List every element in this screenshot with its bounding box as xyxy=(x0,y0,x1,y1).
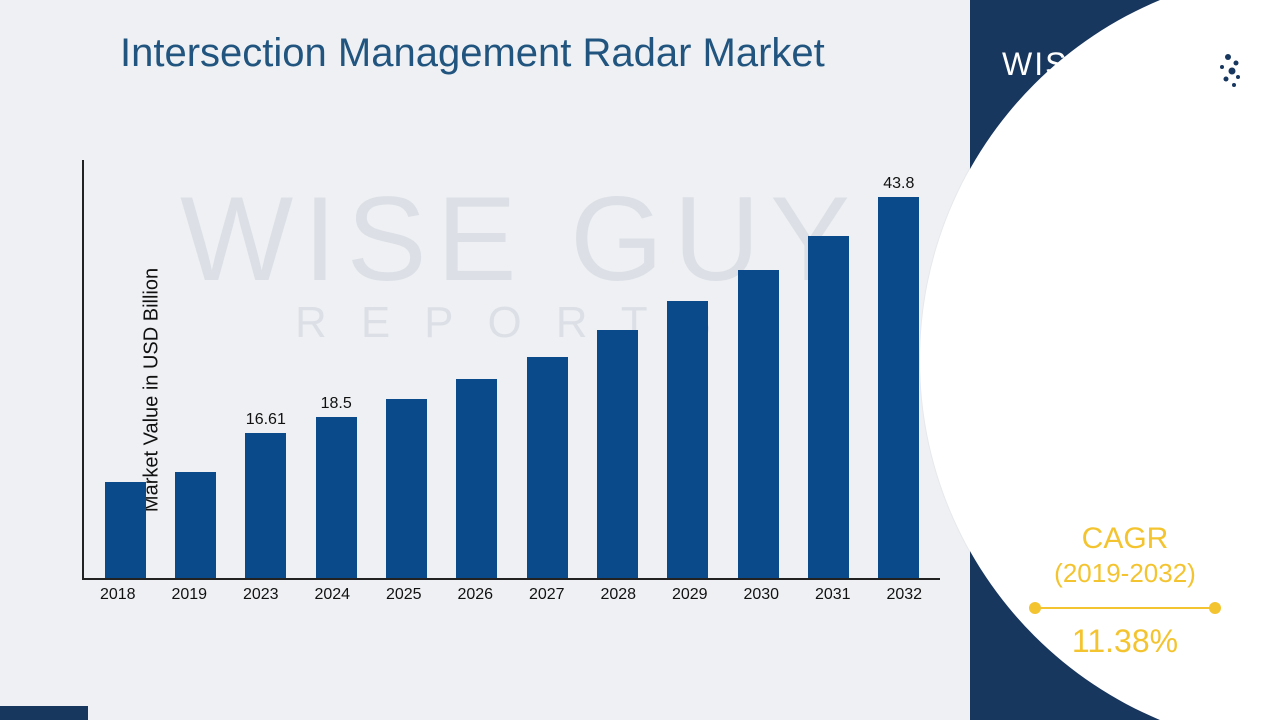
bar-slot: 43.8 xyxy=(864,160,934,578)
bar-chart: Market Value in USD Billion 16.6118.543.… xyxy=(40,160,940,620)
bar xyxy=(738,270,779,578)
cagr-value: 11.38% xyxy=(1000,623,1250,660)
bar-slot xyxy=(653,160,723,578)
head-icon xyxy=(1188,37,1250,109)
x-tick-label: 2025 xyxy=(368,586,440,614)
bar-slot: 16.61 xyxy=(231,160,301,578)
bar-slot xyxy=(90,160,160,578)
cagr-divider xyxy=(1035,607,1215,609)
bar-slot xyxy=(160,160,230,578)
bottom-accent-bar xyxy=(0,706,88,720)
x-tick-label: 2023 xyxy=(225,586,297,614)
bar-slot xyxy=(793,160,863,578)
brand-logo-sub: REPORTS xyxy=(1002,85,1178,101)
bar-slot xyxy=(371,160,441,578)
bar-value-label: 43.8 xyxy=(864,175,934,193)
x-tick-label: 2018 xyxy=(82,586,154,614)
bar xyxy=(878,197,919,578)
x-tick-label: 2029 xyxy=(654,586,726,614)
bar-slot xyxy=(723,160,793,578)
bar xyxy=(105,482,146,578)
x-tick-label: 2027 xyxy=(511,586,583,614)
x-tick-label: 2026 xyxy=(440,586,512,614)
cagr-title: CAGR xyxy=(1000,522,1250,556)
x-tick-label: 2024 xyxy=(297,586,369,614)
bars-container: 16.6118.5 43.8 xyxy=(84,160,940,578)
bar xyxy=(808,236,849,578)
x-tick-label: 2030 xyxy=(726,586,798,614)
x-tick-label: 2019 xyxy=(154,586,226,614)
brand-logo-text: WISE GUY REPORTS xyxy=(1002,46,1178,101)
bar xyxy=(245,433,286,578)
brand-logo-main: WISE GUY xyxy=(1002,46,1178,83)
bar xyxy=(527,357,568,578)
plot-area: 16.6118.5 43.8 xyxy=(82,160,940,580)
bar xyxy=(386,399,427,578)
x-tick-label: 2028 xyxy=(583,586,655,614)
bar xyxy=(597,330,638,578)
bar-slot: 18.5 xyxy=(301,160,371,578)
bar-value-label: 18.5 xyxy=(301,395,371,413)
x-tick-label: 2032 xyxy=(869,586,941,614)
page-title: Intersection Management Radar Market xyxy=(120,30,840,76)
bar-value-label: 16.61 xyxy=(231,411,301,429)
x-axis-labels: 2018201920232024202520262027202820292030… xyxy=(82,586,940,614)
bar-slot xyxy=(512,160,582,578)
x-tick-label: 2031 xyxy=(797,586,869,614)
cagr-block: CAGR (2019-2032) 11.38% xyxy=(1000,522,1250,660)
bar xyxy=(456,379,497,578)
bar xyxy=(667,301,708,578)
page-root: WISE GUY REPORTS Intersection Management… xyxy=(0,0,1280,720)
bar xyxy=(316,417,357,578)
bar-slot xyxy=(442,160,512,578)
brand-logo: WISE GUY REPORTS xyxy=(990,28,1250,118)
bar-slot xyxy=(582,160,652,578)
cagr-years: (2019-2032) xyxy=(1000,558,1250,589)
bar xyxy=(175,472,216,578)
